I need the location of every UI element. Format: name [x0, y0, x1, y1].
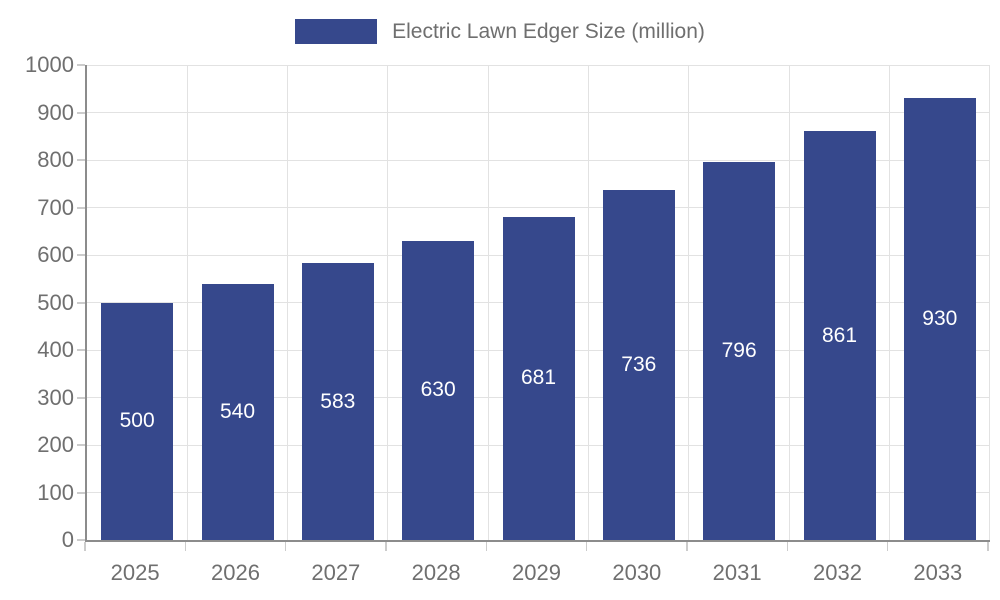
bar-value-label: 583 — [320, 389, 356, 413]
x-axis-tick — [485, 542, 488, 551]
gridline-vertical — [587, 65, 589, 540]
y-axis-tick-label: 500 — [37, 289, 74, 315]
legend[interactable]: Electric Lawn Edger Size (million) — [0, 19, 1000, 44]
legend-label: Electric Lawn Edger Size (million) — [392, 19, 705, 43]
y-axis-tick-label: 200 — [37, 432, 74, 457]
bar-value-label: 796 — [721, 338, 757, 362]
gridline-horizontal — [87, 207, 990, 209]
x-axis-tick — [686, 542, 688, 551]
bar[interactable]: 630 — [402, 240, 475, 540]
x-axis-tick-label: 2025 — [110, 560, 160, 585]
x-axis-tick-label: 2031 — [712, 560, 762, 585]
y-axis-tick-label: 400 — [37, 337, 74, 362]
gridline-vertical — [186, 65, 188, 540]
y-axis-tick-label: 300 — [37, 384, 74, 410]
x-axis-tick — [987, 542, 989, 551]
bar-value-label: 930 — [922, 307, 958, 331]
y-axis-tick-label: 600 — [37, 242, 74, 267]
x-axis-tick-label: 2027 — [311, 560, 361, 585]
gridline-horizontal — [87, 64, 990, 66]
bar-value-label: 540 — [219, 399, 256, 423]
gridline-horizontal — [87, 159, 990, 161]
y-axis-tick — [77, 206, 85, 209]
y-axis-tick — [77, 444, 85, 446]
y-axis-tick-label: 800 — [37, 147, 74, 172]
x-axis-tick-label: 2030 — [612, 560, 662, 585]
gridline-vertical — [888, 65, 890, 540]
bar[interactable]: 796 — [703, 161, 776, 540]
bar-value-label: 736 — [621, 353, 657, 377]
legend-swatch — [295, 19, 378, 44]
x-axis-tick — [886, 542, 889, 551]
gridline-vertical — [989, 65, 991, 540]
y-axis-tick-label: 0 — [61, 527, 74, 552]
gridline-vertical — [688, 65, 690, 540]
y-axis-tick — [77, 539, 85, 541]
gridline-horizontal — [87, 112, 990, 114]
y-axis-tick — [77, 491, 85, 494]
x-axis-tick-label: 2028 — [411, 560, 461, 585]
bar-value-label: 500 — [119, 409, 155, 433]
bar[interactable]: 583 — [301, 263, 374, 540]
x-axis-tick — [585, 542, 588, 551]
x-axis-tick — [284, 542, 287, 551]
plot-area: 500 540 583 630 681 736 796 861 930 — [85, 64, 991, 542]
bar[interactable]: 540 — [201, 283, 274, 540]
bar[interactable]: 930 — [903, 98, 976, 540]
y-axis-tick — [77, 301, 85, 304]
bar[interactable]: 736 — [602, 190, 675, 540]
bar[interactable]: 861 — [803, 131, 876, 540]
x-axis-tick-label: 2032 — [813, 560, 862, 585]
y-axis-tick-label: 900 — [37, 99, 74, 125]
bar-value-label: 681 — [520, 366, 557, 390]
bar-value-label: 630 — [420, 378, 456, 402]
x-axis-tick — [385, 542, 387, 551]
x-axis-tick — [84, 542, 86, 551]
bar-value-label: 861 — [821, 323, 858, 347]
bar[interactable]: 681 — [502, 216, 575, 540]
y-axis-tick — [77, 159, 85, 161]
bar[interactable]: 500 — [101, 302, 174, 540]
x-axis-tick-label: 2026 — [211, 560, 260, 585]
y-axis-tick-label: 100 — [37, 479, 74, 505]
y-axis-tick-label: 700 — [37, 194, 74, 220]
gridline-vertical — [788, 65, 790, 540]
gridline-vertical — [487, 65, 489, 540]
x-axis-tick — [184, 542, 187, 551]
x-axis-tick-label: 2029 — [512, 560, 561, 585]
y-axis-tick — [77, 111, 85, 114]
x-axis-tick-label: 2033 — [913, 560, 963, 585]
y-axis-tick — [77, 64, 85, 66]
gridline-vertical — [387, 65, 389, 540]
y-axis-tick — [77, 254, 85, 256]
gridline-vertical — [286, 65, 288, 540]
y-axis-tick — [77, 349, 85, 351]
x-axis-tick — [786, 542, 789, 551]
y-axis-tick-label: 1000 — [25, 52, 74, 77]
y-axis-tick — [77, 396, 85, 399]
